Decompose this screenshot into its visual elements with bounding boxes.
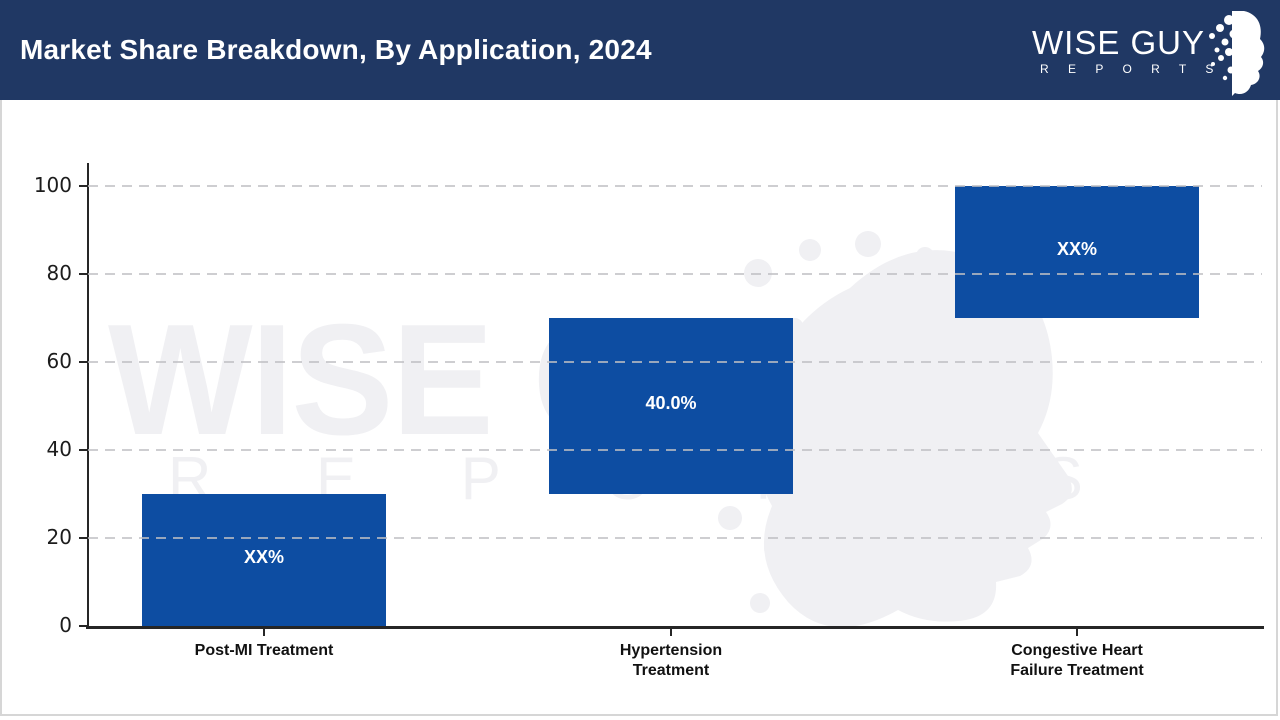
y-tick-mark — [79, 361, 87, 363]
logo-subtext: R E P O R T S — [1040, 62, 1222, 76]
x-axis-label: Post-MI Treatment — [194, 642, 334, 659]
bar — [142, 494, 386, 626]
x-axis-label: Congestive Heart Failure Treatment — [1010, 642, 1144, 679]
header-bar: Market Share Breakdown, By Application, … — [0, 0, 1280, 100]
y-tick-mark — [79, 625, 87, 627]
gridline — [88, 537, 1262, 539]
y-tick-label: 80 — [46, 261, 72, 285]
y-tick-label: 100 — [33, 173, 72, 197]
y-tick-label: 0 — [59, 613, 72, 637]
x-axis-line — [86, 626, 1264, 629]
x-tick-mark — [263, 629, 265, 636]
y-tick-mark — [79, 185, 87, 187]
gridline — [88, 361, 1262, 363]
bar — [549, 318, 793, 494]
y-tick-label: 60 — [46, 349, 72, 373]
y-tick-label: 20 — [46, 525, 72, 549]
logo-face-icon — [1209, 11, 1265, 96]
watermark-face-icon — [718, 231, 1072, 628]
brand-logo: WISE GUY R E P O R T S — [1026, 6, 1266, 96]
y-tick-mark — [79, 537, 87, 539]
bar — [955, 186, 1199, 318]
x-tick-mark — [670, 629, 672, 636]
y-axis-line — [87, 163, 89, 628]
bar-value-label: XX% — [1056, 239, 1098, 259]
bar-value-label: 40.0% — [645, 393, 697, 413]
gridline — [88, 185, 1262, 187]
gridline — [88, 273, 1262, 275]
page-title: Market Share Breakdown, By Application, … — [20, 34, 652, 65]
y-tick-label: 40 — [46, 437, 72, 461]
x-axis-label: Hypertension Treatment — [619, 642, 723, 679]
bar-value-label: XX% — [243, 547, 285, 567]
logo-wordmark: WISE GUY — [1032, 24, 1206, 61]
gridline — [88, 449, 1262, 451]
y-tick-mark — [79, 273, 87, 275]
x-tick-mark — [1076, 629, 1078, 636]
y-tick-mark — [79, 449, 87, 451]
